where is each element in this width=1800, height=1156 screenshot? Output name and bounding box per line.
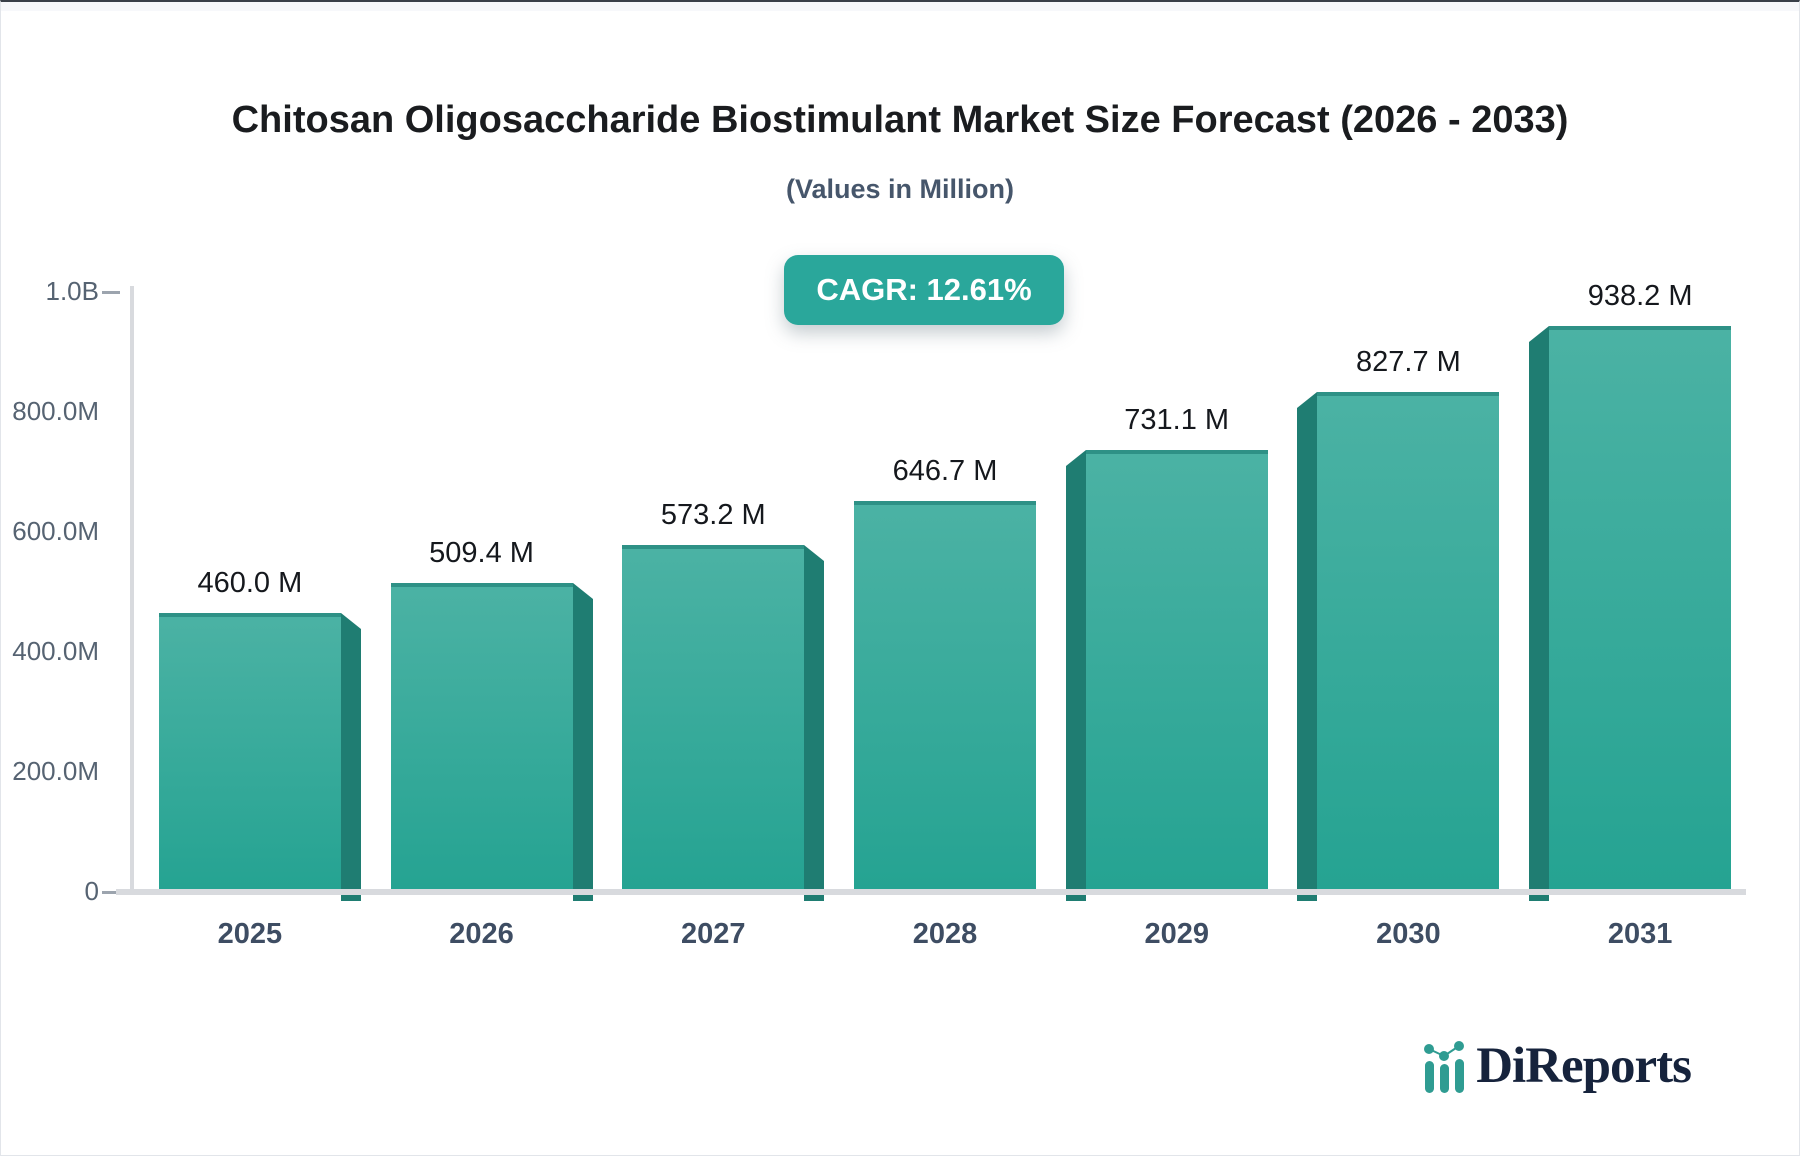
bar-line-chart-icon [1424, 1041, 1465, 1093]
y-tick-label-200.0M: 200.0M [12, 756, 99, 786]
bar-2028 [854, 501, 1036, 889]
bar-value-label-2029: 731.1 M [1124, 404, 1230, 436]
y-tick-dash [102, 891, 120, 894]
brand-logo-text: DiReports [1476, 1037, 1692, 1094]
bar-3d-side-2029 [1066, 450, 1086, 901]
y-tick-label-600.0M: 600.0M [12, 516, 99, 546]
bar-3d-side-2027 [804, 545, 824, 901]
x-axis-label-2028: 2028 [912, 918, 978, 950]
bar-value-label-2026: 509.4 M [429, 537, 534, 569]
bar-2025 [159, 613, 341, 889]
x-axis-label-2027: 2027 [681, 918, 746, 950]
x-axis-label-2026: 2026 [449, 918, 514, 950]
bar-2030 [1317, 392, 1499, 889]
x-axis-label-2029: 2029 [1144, 918, 1209, 950]
x-axis-line [116, 889, 1746, 895]
bar-value-label-2028: 646.7 M [892, 455, 998, 487]
y-tick-label-1.0B: 1.0B [45, 276, 100, 306]
bar-value-label-2027: 573.2 M [660, 499, 766, 531]
brand-logo: DiReports [1423, 1034, 1692, 1098]
bar-2031 [1549, 326, 1731, 889]
bar-value-label-2030: 827.7 M [1356, 346, 1461, 378]
bar-2029 [1086, 450, 1268, 889]
y-tick-label-800.0M: 800.0M [12, 396, 99, 426]
x-axis-label-2025: 2025 [217, 918, 283, 950]
x-axis-label-2031: 2031 [1607, 918, 1673, 950]
chart-subtitle: (Values in Million) [785, 174, 1015, 204]
y-tick-label-400.0M: 400.0M [12, 636, 99, 666]
y-tick-label-0: 0 [84, 876, 99, 906]
bar-3d-side-2025 [341, 613, 361, 901]
y-tick-dash [102, 291, 120, 294]
chart-title: Chitosan Oligosaccharide Biostimulant Ma… [231, 99, 1569, 141]
bar-value-label-2025: 460.0 M [197, 567, 303, 599]
y-axis-line [130, 286, 134, 895]
bar-value-label-2031: 938.2 M [1587, 280, 1693, 312]
bar-3d-side-2026 [573, 583, 593, 901]
x-axis-label-2030: 2030 [1376, 918, 1441, 950]
bar-3d-side-2030 [1297, 392, 1317, 901]
bar-3d-side-2031 [1529, 326, 1549, 901]
bar-2027 [622, 545, 804, 889]
bar-2026 [391, 583, 573, 889]
cagr-badge: CAGR: 12.61% [784, 255, 1064, 325]
